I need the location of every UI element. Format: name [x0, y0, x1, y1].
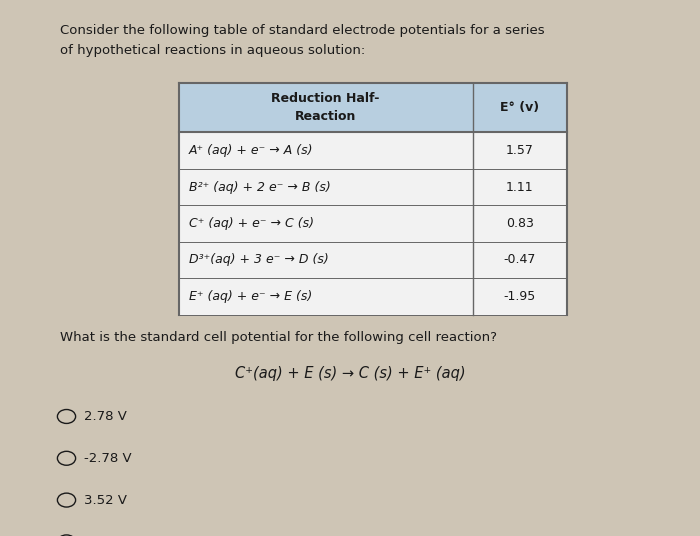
- Text: 1.57: 1.57: [506, 144, 533, 157]
- Bar: [178, 132, 567, 169]
- Text: A⁺ (aq) + e⁻ → A (s): A⁺ (aq) + e⁻ → A (s): [189, 144, 314, 157]
- Bar: [178, 205, 567, 242]
- Text: E° (v): E° (v): [500, 101, 539, 114]
- Text: C⁺(aq) + E (s) → C (s) + E⁺ (aq): C⁺(aq) + E (s) → C (s) + E⁺ (aq): [234, 366, 466, 381]
- Text: -2.78 V: -2.78 V: [84, 452, 132, 465]
- Text: Reduction Half-
Reaction: Reduction Half- Reaction: [272, 92, 379, 123]
- Text: E⁺ (aq) + e⁻ → E (s): E⁺ (aq) + e⁻ → E (s): [189, 290, 312, 303]
- Text: B²⁺ (aq) + 2 e⁻ → B (s): B²⁺ (aq) + 2 e⁻ → B (s): [189, 181, 330, 193]
- Bar: [178, 242, 567, 278]
- Text: 3.52 V: 3.52 V: [84, 494, 127, 507]
- Text: 2.78 V: 2.78 V: [84, 410, 127, 423]
- Bar: [178, 278, 567, 315]
- Bar: [178, 83, 567, 132]
- Text: 1.11: 1.11: [506, 181, 533, 193]
- Text: -0.47: -0.47: [503, 254, 536, 266]
- Text: Consider the following table of standard electrode potentials for a series: Consider the following table of standard…: [60, 24, 544, 37]
- Text: 0.83: 0.83: [506, 217, 533, 230]
- Text: C⁺ (aq) + e⁻ → C (s): C⁺ (aq) + e⁻ → C (s): [189, 217, 314, 230]
- Bar: [178, 169, 567, 205]
- Text: What is the standard cell potential for the following cell reaction?: What is the standard cell potential for …: [60, 331, 496, 344]
- Text: of hypothetical reactions in aqueous solution:: of hypothetical reactions in aqueous sol…: [60, 44, 365, 57]
- Text: -1.12 V: -1.12 V: [84, 535, 132, 536]
- Text: -1.95: -1.95: [503, 290, 536, 303]
- Text: D³⁺(aq) + 3 e⁻ → D (s): D³⁺(aq) + 3 e⁻ → D (s): [189, 254, 329, 266]
